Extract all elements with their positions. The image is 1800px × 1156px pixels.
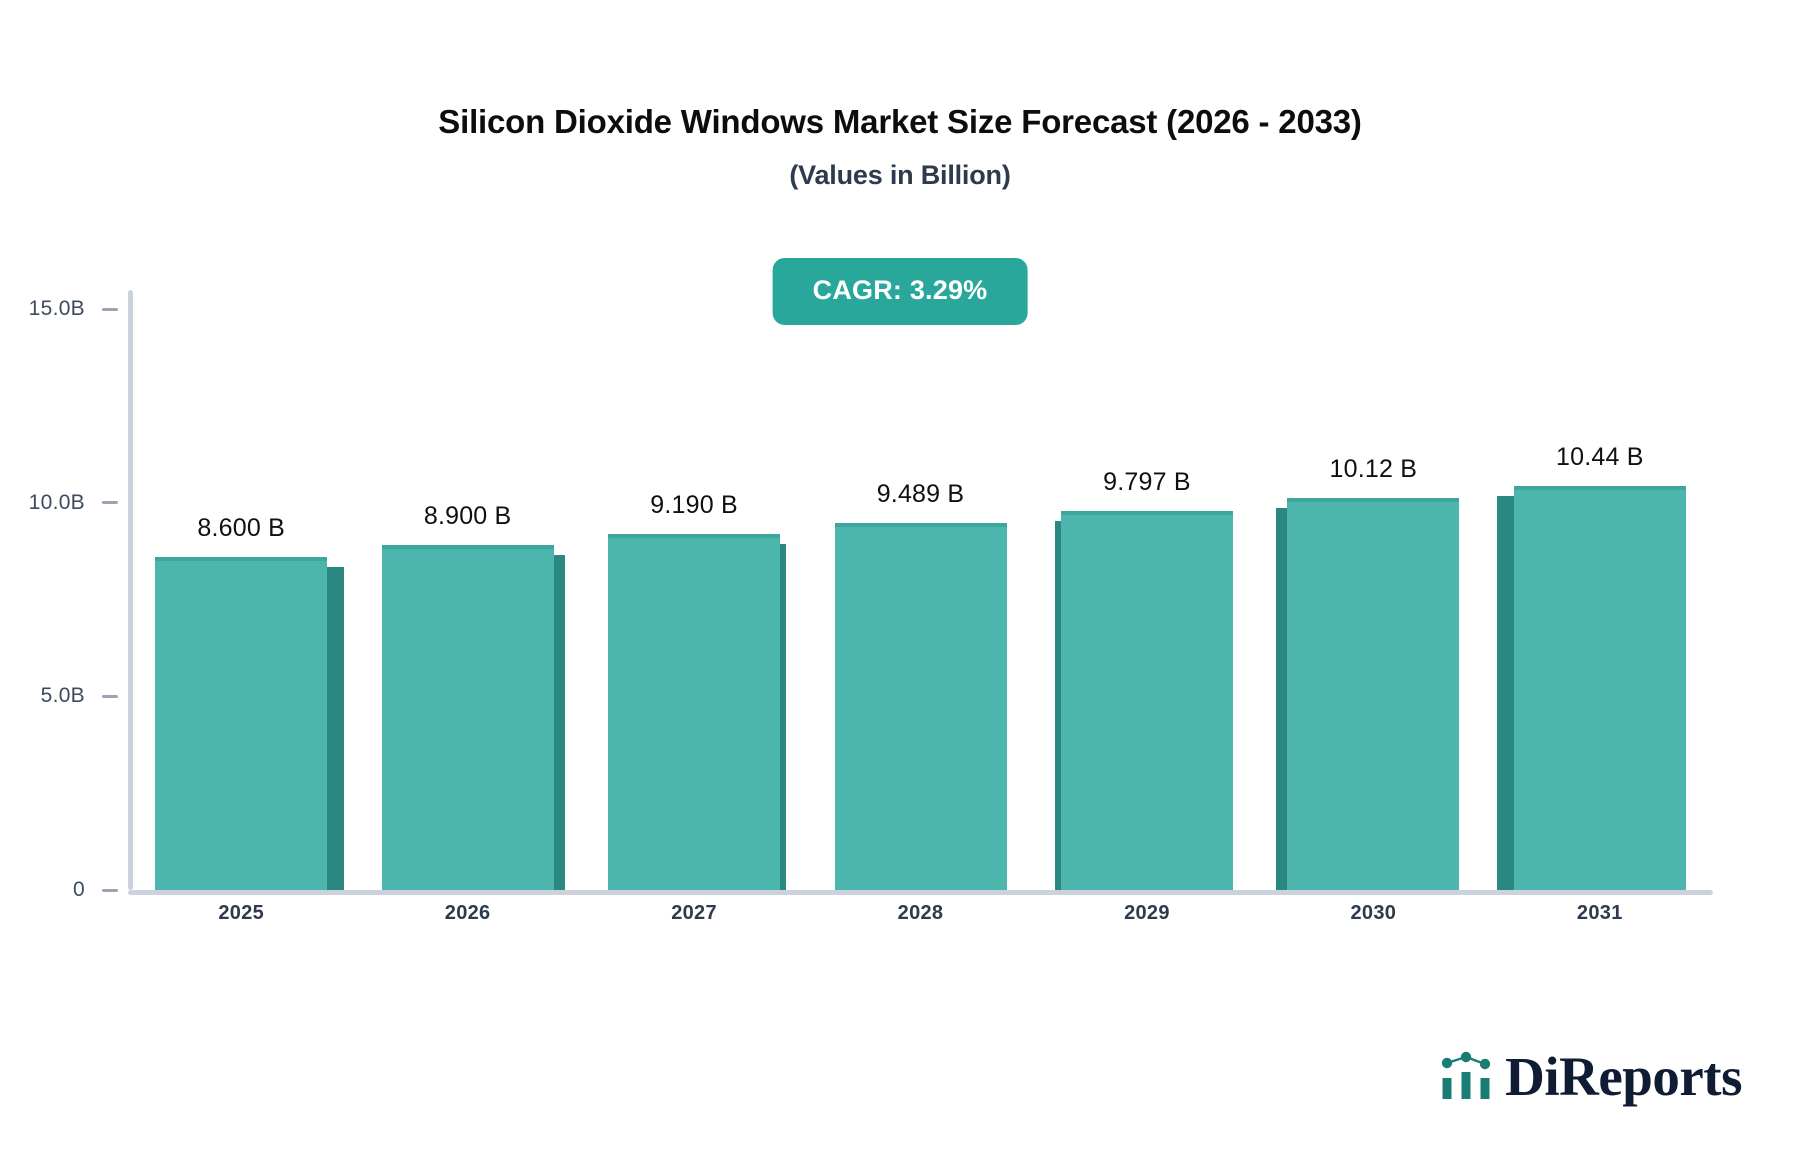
y-axis-tick: 10.0B: [0, 491, 128, 515]
x-axis-tick-label: 2028: [897, 902, 944, 924]
bar-2031[interactable]: 10.44 B: [1496, 443, 1686, 890]
bar-2026[interactable]: 8.900 B: [381, 502, 565, 890]
bar-chart-logo-icon: [1441, 1051, 1491, 1099]
x-axis-tick-label: 2029: [1124, 902, 1170, 924]
y-axis-tick-dash: [102, 888, 118, 892]
bar-value-label: 10.44 B: [1555, 442, 1644, 471]
bar-front-face: [1287, 498, 1460, 890]
y-axis-tick-dash: [102, 694, 118, 698]
y-axis-tick-label: 10.0B: [28, 490, 85, 514]
bar-2028[interactable]: 9.489 B: [834, 480, 1007, 890]
y-axis-tick-label: 5.0B: [40, 684, 85, 708]
bar-top-cap: [834, 522, 1007, 527]
logo-text: DiReports: [1505, 1046, 1742, 1107]
y-axis-tick: 5.0B: [0, 684, 128, 708]
bar-side-face: [1276, 508, 1288, 890]
bar-value-label: 10.12 B: [1329, 455, 1418, 484]
y-axis-tick: 0: [0, 878, 128, 902]
bar-top-cap: [608, 534, 781, 539]
bar-value-label: 9.489 B: [876, 479, 965, 508]
bar-front-face: [834, 522, 1007, 890]
bar-value-label: 8.900 B: [423, 502, 512, 531]
x-axis-tick-label: 2027: [671, 902, 717, 924]
bar-front-face: [608, 534, 781, 890]
plot-area: 8.600 B 8.900 B 9.190 B 9.489 B 9.797 B 10.12…: [29, 290, 1713, 924]
direports-logo: DiReports: [1439, 1049, 1742, 1104]
y-axis-tick: 15.0B: [0, 297, 128, 321]
bar-side-face: [1496, 495, 1514, 890]
chart-subtitle: (Values in Billion): [789, 159, 1011, 190]
bar-front-face: [1060, 510, 1233, 890]
bar-2025[interactable]: 8.600 B: [155, 514, 345, 890]
x-axis-line: [128, 890, 1713, 895]
bar-value-label: 9.797 B: [1103, 467, 1191, 496]
bar-side-face: [780, 544, 787, 890]
bar-value-label: 8.600 B: [197, 514, 285, 543]
bar-side-face: [553, 555, 565, 890]
x-axis-tick-label: 2030: [1350, 902, 1397, 924]
x-axis-tick-label: 2025: [218, 902, 265, 924]
title-block: Silicon Dioxide Windows Market Size Fore…: [0, 102, 1800, 191]
bar-front-face: [155, 557, 328, 890]
y-axis-line: [128, 290, 133, 890]
bar-top-cap: [155, 557, 328, 562]
y-axis-tick-label: 0: [73, 878, 85, 901]
bar-front-face: [1513, 485, 1686, 890]
page-title: Silicon Dioxide Windows Market Size Fore…: [438, 103, 1362, 140]
bar-top-cap: [1060, 510, 1233, 515]
y-axis-tick-dash: [102, 501, 118, 505]
bar-top-cap: [1513, 485, 1686, 490]
y-axis-tick-dash: [102, 307, 118, 311]
bar-value-label: 9.190 B: [650, 491, 738, 520]
bar-2030[interactable]: 10.12 B: [1276, 455, 1460, 890]
bar-side-face: [327, 567, 345, 890]
cagr-badge: CAGR: 3.29%: [772, 258, 1028, 325]
bar-2027[interactable]: 9.190 B: [608, 491, 787, 890]
y-axis-tick-label: 15.0B: [28, 297, 85, 321]
bar-2029[interactable]: 9.797 B: [1054, 468, 1233, 890]
bar-top-cap: [381, 545, 554, 550]
bars-layer: 8.600 B 8.900 B 9.190 B 9.489 B 9.797 B 10.12…: [128, 290, 1713, 890]
x-axis-tick-label: 2031: [1576, 902, 1623, 924]
bar-side-face: [1054, 520, 1061, 890]
x-axis-tick-label: 2026: [444, 902, 491, 924]
bar-front-face: [381, 545, 554, 890]
bar-top-cap: [1287, 498, 1460, 503]
